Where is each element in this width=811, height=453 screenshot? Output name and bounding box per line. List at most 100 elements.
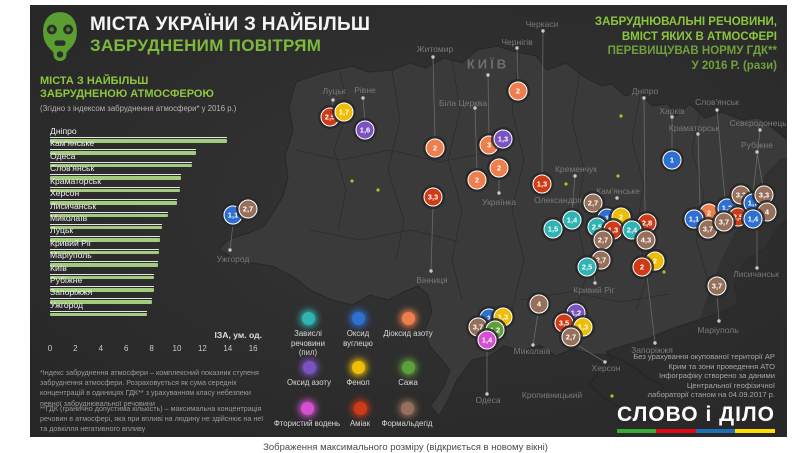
bar-row: Дніпро	[50, 127, 227, 143]
crimea-region	[589, 351, 665, 413]
bar-city-label: Рубіжне	[50, 275, 83, 286]
pollution-marker-form: 3,7	[707, 276, 727, 296]
bar-city-label: Кривий Ріг	[50, 237, 92, 248]
footnote-gdk: **ГДК (гранично допустима кількість) – м…	[40, 404, 264, 434]
pollution-marker-dust: 1,5	[543, 219, 563, 239]
brand-logo: СЛОВО і ДІЛО	[616, 403, 775, 433]
bar	[50, 263, 158, 267]
bar-underline	[50, 137, 227, 138]
map-heading-line1: ЗАБРУДНЮВАЛЬНІ РЕЧОВИНИ,	[594, 16, 777, 28]
bar	[50, 300, 152, 304]
pollution-marker-form: 2,7	[561, 327, 581, 347]
bar-city-label: Лисичанськ	[50, 200, 97, 211]
pollution-marker-form: 3,3	[754, 185, 774, 205]
pollution-marker-nh3: 3,3	[423, 187, 443, 207]
bar-underline	[50, 223, 162, 225]
city-label: Луцьк	[322, 86, 346, 96]
nh3-legend-dot-icon	[353, 402, 367, 415]
bar-city-label: Київ	[50, 262, 67, 273]
city-label: Кропивницький	[521, 390, 583, 400]
attribution-line: Крим та зони проведення АТО	[668, 361, 775, 371]
bar-chart: Дніпро Кам'янське Одеса Слов'янськ Краматорс…	[30, 5, 310, 437]
bar-city-label: Херсон	[50, 188, 80, 199]
attribution-line: Без урахування окупованої території АР	[633, 352, 775, 361]
bar-underline	[50, 298, 152, 300]
legend-label: Фенол	[346, 378, 370, 387]
legend-item-nh3: Аміак	[314, 402, 406, 429]
attribution-line: Інфографіку створено за даними	[658, 371, 775, 381]
bar-underline	[50, 149, 197, 151]
bar-row: Луцьк	[50, 226, 161, 242]
logo-stripe-segment	[735, 429, 775, 433]
legend-item-phenol: Фенол	[312, 361, 404, 388]
city-label: Одеса	[475, 395, 501, 405]
bar	[50, 163, 193, 168]
bar-row: Лисичанськ	[50, 200, 169, 218]
pollution-marker-no2: 2	[425, 138, 445, 158]
image-caption-link[interactable]: Зображення максимального розміру (відкри…	[263, 442, 548, 453]
city-label: Кам'янське	[596, 186, 640, 196]
pollution-marker-no: 1,6	[355, 120, 375, 140]
bar-underline	[50, 261, 158, 263]
city-label: Вінниця	[416, 275, 448, 285]
city-label: Дніпро	[631, 86, 659, 96]
bar-underline	[50, 211, 169, 213]
axis-tick: 8	[149, 344, 154, 353]
bar-city-label: Одеса	[50, 150, 76, 161]
legend-label: Формальдегід	[381, 419, 433, 428]
axis-tick: 6	[123, 344, 129, 353]
bar-row: Херсон	[50, 189, 177, 205]
axis-tick: 10	[172, 344, 182, 353]
legend-item-co: Оксид вуглецю	[312, 312, 404, 348]
bar-city-label: Кам'янське	[50, 138, 95, 149]
legend-item-soot: Сажа	[362, 361, 454, 388]
city-label: Кривий Ріг	[573, 285, 615, 295]
city-label: Лисичанськ	[733, 269, 779, 279]
phenol-legend-dot-icon	[351, 361, 365, 374]
legend-label: Завислі речовини (пил)	[291, 329, 325, 358]
city-label: Ужгород	[216, 254, 250, 264]
axis-tick: 4	[98, 344, 104, 353]
pollution-marker-co: 1	[662, 150, 682, 170]
bar-city-label: Слов'янськ	[50, 163, 95, 174]
logo-stripe-segment	[616, 429, 657, 433]
legend-label: Діоксид азоту	[383, 329, 433, 338]
gas-mask-icon	[43, 12, 77, 61]
city-label: Рубіжне	[741, 140, 773, 150]
city-label: Житомир	[416, 44, 454, 54]
map-heading-line4: У 2016 Р. (рази)	[691, 59, 777, 72]
legend-item-no2: Діоксид азоту	[362, 312, 454, 339]
bar-underline	[50, 174, 181, 176]
bar-underline	[50, 186, 180, 188]
bar-city-label: Дніпро	[50, 126, 77, 136]
pollution-marker-co: 1,4	[743, 209, 763, 229]
city-label: Харків	[659, 106, 685, 116]
logo-stripe-segment	[695, 429, 736, 433]
city-label: Сєвєродонецьк	[729, 118, 787, 128]
footnote-iza: *Індекс забруднення атмосфери – комплекс…	[40, 368, 259, 408]
bar-row: Слов'янськ	[50, 164, 181, 180]
bar	[50, 225, 162, 230]
legend-item-dust: Завислі речовини (пил)	[262, 312, 354, 358]
pollution-marker-form: 2,7	[593, 230, 613, 250]
no-legend-dot-icon	[302, 361, 316, 374]
no2-legend-dot-icon	[401, 312, 415, 325]
bar-city-label: Миколаїв	[50, 212, 88, 223]
axis-tick: 12	[197, 344, 207, 353]
bar-row: Миколаїв	[50, 212, 162, 230]
axis-tick: 2	[73, 344, 78, 353]
pollution-marker-form: 2,7	[583, 193, 603, 213]
legend-label: Аміак	[349, 419, 371, 428]
map-heading: ЗАБРУДНЮВАЛЬНІ РЕЧОВИНИ, ВМІСТ ЯКИХ В АТ…	[595, 15, 777, 73]
co-legend-dot-icon	[351, 312, 365, 325]
hf-legend-dot-icon	[300, 402, 314, 415]
bar	[50, 201, 177, 205]
bar	[50, 238, 161, 242]
city-label: Херсон	[591, 363, 621, 373]
pollution-marker-co: 1,1	[223, 205, 243, 225]
bar	[50, 250, 160, 255]
pollution-marker-no2: 2	[467, 170, 487, 190]
legend-item-form: Формальдегід	[361, 402, 453, 429]
bar	[50, 176, 181, 180]
